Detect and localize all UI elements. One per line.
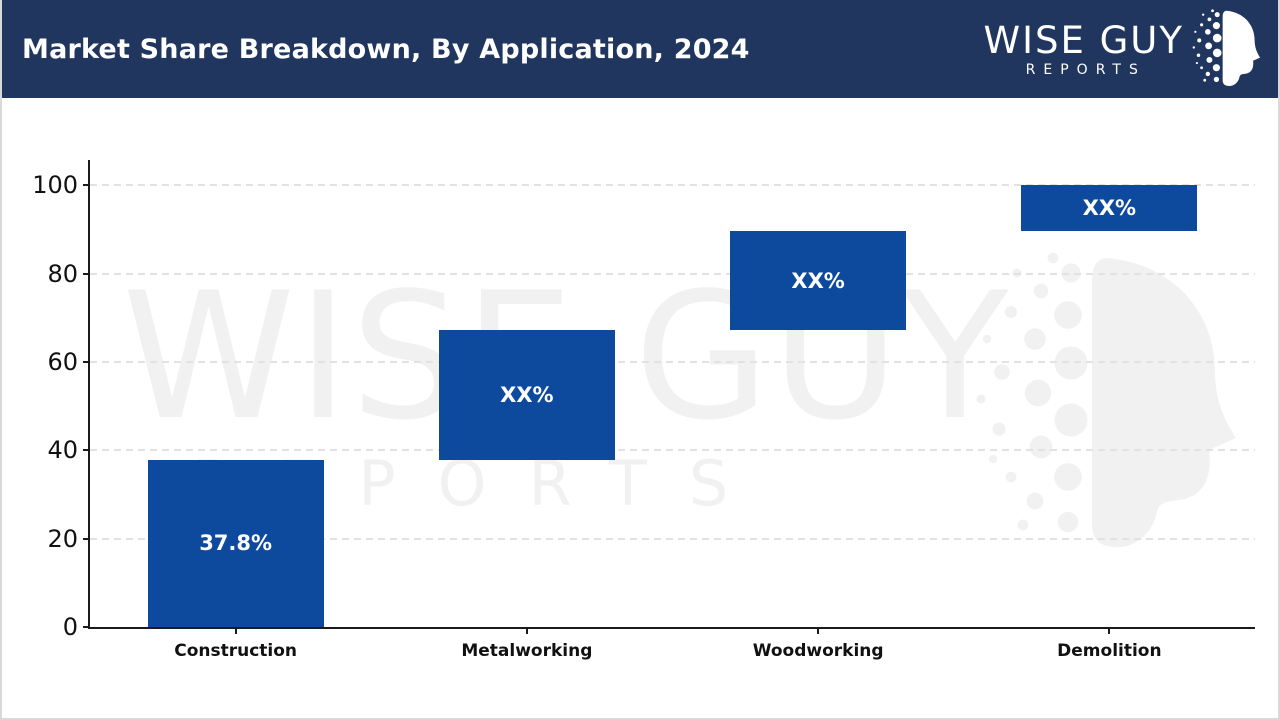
bar-metalworking: XX%	[438, 330, 615, 460]
y-axis-line	[88, 160, 90, 627]
gridline-y-20	[90, 537, 1255, 540]
header-bar: Market Share Breakdown, By Application, …	[2, 0, 1278, 98]
x-tick-mark	[1108, 627, 1111, 634]
y-tick-mark	[83, 449, 90, 452]
bar-value-label: 37.8%	[199, 531, 273, 556]
bar-value-label: XX%	[500, 383, 554, 408]
bar-value-label: XX%	[1082, 196, 1137, 221]
gridline-y-100	[90, 184, 1255, 187]
x-tick-mark	[234, 627, 237, 634]
wiseguy-logo-head-icon	[1186, 6, 1264, 92]
bar-demolition: XX%	[1021, 185, 1198, 232]
x-axis-line	[88, 627, 1255, 629]
y-tick-mark	[83, 184, 90, 187]
x-category-label: Metalworking	[461, 641, 593, 661]
chart-title: Market Share Breakdown, By Application, …	[22, 33, 750, 65]
y-tick-mark	[83, 360, 90, 363]
wiseguy-logo: WISE GUY REPORTS	[984, 6, 1264, 92]
gridline-y-40	[90, 449, 1255, 452]
x-category-label: Demolition	[1057, 641, 1162, 661]
y-tick-label: 60	[47, 347, 78, 376]
y-tick-label: 0	[62, 613, 78, 641]
bar-woodworking: XX%	[730, 231, 907, 331]
wiseguy-logo-subtitle: REPORTS	[1025, 61, 1146, 78]
y-tick-mark	[83, 537, 90, 540]
y-tick-label: 40	[47, 436, 78, 465]
bar-construction: 37.8%	[147, 459, 324, 627]
gridline-y-60	[90, 360, 1255, 363]
x-tick-mark	[817, 627, 820, 634]
y-tick-mark	[83, 272, 90, 275]
y-tick-label: 80	[47, 259, 78, 288]
plot-area: 0 20 40 60 80 100 37.8% Construction XX% Metalwor…	[32, 160, 1255, 661]
wiseguy-logo-text: WISE GUY REPORTS	[984, 22, 1184, 77]
x-tick-mark	[525, 627, 528, 634]
bar-value-label: XX%	[791, 268, 845, 293]
x-category-label: Woodworking	[752, 641, 884, 661]
wiseguy-logo-wordmark: WISE GUY	[983, 18, 1184, 62]
x-category-label: Construction	[174, 641, 298, 661]
y-tick-label: 20	[47, 524, 78, 553]
gridline-y-80	[90, 272, 1255, 275]
y-tick-label: 100	[32, 171, 78, 200]
y-tick-mark	[83, 626, 90, 628]
